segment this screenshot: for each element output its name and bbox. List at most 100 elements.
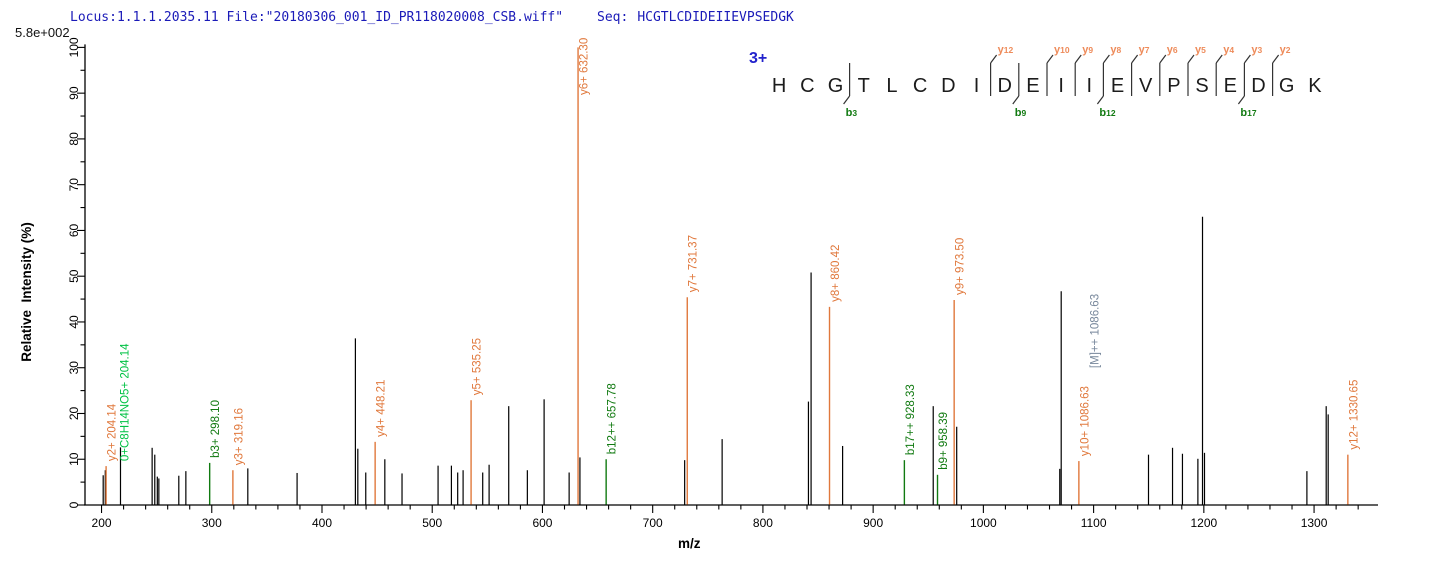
y-ion-tick: [1243, 54, 1251, 64]
y-ion-tick: [990, 54, 998, 64]
residue-letter: I: [974, 75, 980, 97]
y-ion-tick: [1272, 54, 1280, 64]
peak-annotations: y2+ 204.14 0+C8H14NO5+ 204.14 b3+ 298.10 y3…: [107, 38, 1361, 470]
peak-annotation: y6+ 632.30: [579, 38, 591, 95]
peak-annotation: y8+ 860.42: [830, 245, 842, 302]
residue-letter: C: [800, 75, 814, 97]
residue-letter: E: [1026, 75, 1039, 97]
residue-letter: G: [828, 75, 844, 97]
peak-annotation: y10+ 1086.63: [1079, 386, 1091, 456]
x-tick-label: 600: [532, 516, 552, 530]
peak-annotation: y5+ 535.25: [472, 338, 484, 395]
b-ion-tick: [1012, 95, 1020, 105]
residue-letter: T: [858, 75, 870, 97]
fragment-ion-label: y4: [1223, 44, 1234, 56]
fragment-ion-label: b9: [1015, 107, 1027, 119]
y-tick-label: 50: [67, 269, 81, 283]
b-ion-tick: [1237, 95, 1245, 105]
peak-annotation: y7+ 731.37: [688, 235, 700, 292]
peak-annotation: y3+ 319.16: [233, 408, 245, 465]
residue-letter: L: [886, 75, 897, 97]
y-tick-label: 70: [67, 178, 81, 192]
y-tick-label: 60: [67, 223, 81, 237]
fragment-ion-label: y6: [1167, 44, 1178, 56]
fragment-ion-label: y7: [1139, 44, 1150, 56]
residue-letter: I: [1058, 75, 1064, 97]
x-tick-label: 1300: [1301, 516, 1328, 530]
residue-letter: V: [1139, 75, 1153, 97]
fragment-ion-label: y12: [998, 44, 1014, 56]
y-ion-tick: [1215, 54, 1223, 64]
peak-annotation: b17++ 928.33: [905, 384, 917, 455]
y-tick-label: 40: [67, 315, 81, 329]
peak-annotation: y12+ 1330.65: [1348, 380, 1360, 450]
residue-letter: D: [997, 75, 1011, 97]
x-tick-label: 200: [92, 516, 112, 530]
axes: 200 300 400 500 600 700 800 900 1000 1100 1200 1300…: [67, 37, 1378, 530]
fragment-ion-label: b12: [1099, 107, 1115, 119]
residue-letter: P: [1167, 75, 1180, 97]
x-tick-label: 1000: [970, 516, 997, 530]
fragment-ion-label: y5: [1195, 44, 1206, 56]
spectrum-peaks: [102, 47, 1349, 505]
residue-letter: D: [941, 75, 955, 97]
x-tick-label: 900: [863, 516, 883, 530]
fragment-ion-label: y9: [1082, 44, 1093, 56]
peak-annotation: y4+ 448.21: [376, 380, 388, 437]
y-ion-tick: [1046, 54, 1054, 64]
x-tick-label: 1200: [1190, 516, 1217, 530]
header-sequence-text: Seq: HCGTLCDIDEIIEVPSEDGK: [597, 10, 794, 25]
seq-label: Seq:: [597, 10, 628, 25]
fragment-ion-label: y10: [1054, 44, 1070, 56]
seq-value: HCGTLCDIDEIIEVPSEDGK: [637, 10, 794, 25]
peak-annotation: y2+ 204.14: [107, 403, 119, 461]
x-tick-label: 700: [643, 516, 663, 530]
residue-letter: H: [772, 75, 786, 97]
b-ion-tick: [843, 95, 851, 105]
precursor-charge: 3+: [749, 50, 767, 67]
residue-letter: I: [1087, 75, 1093, 97]
y-tick-label: 20: [67, 406, 81, 420]
x-tick-label: 300: [202, 516, 222, 530]
peak-annotation: y9+ 973.50: [955, 238, 967, 295]
peak-annotation: 0+C8H14NO5+ 204.14: [120, 343, 132, 461]
y-tick-label: 80: [67, 132, 81, 146]
x-axis-title: m/z: [678, 536, 701, 551]
peak-annotation: b9+ 958.39: [938, 412, 950, 470]
y-tick-label: 90: [67, 86, 81, 100]
y-tick-label: 30: [67, 361, 81, 375]
y-ion-tick: [1159, 54, 1167, 64]
x-tick-label: 500: [422, 516, 442, 530]
peak-annotation: b12++ 657.78: [607, 383, 619, 454]
residue-letter: E: [1111, 75, 1124, 97]
base-peak-intensity: 5.8e+002: [15, 25, 70, 40]
y-tick-label: 10: [67, 452, 81, 466]
y-tick-label: 0: [67, 501, 81, 508]
fragment-ion-label: b17: [1240, 107, 1256, 119]
peak-annotation: [M]++ 1086.63: [1089, 294, 1101, 368]
residue-letter: E: [1224, 75, 1237, 97]
fragment-ion-label: b3: [846, 107, 858, 119]
y-axis-title: Relative Intensity (%): [19, 222, 34, 362]
residue-letter: S: [1195, 75, 1208, 97]
y-ion-tick: [1131, 54, 1139, 64]
y-ion-tick: [1074, 54, 1082, 64]
residue-letter: G: [1279, 75, 1295, 97]
y-ion-tick: [1187, 54, 1195, 64]
x-tick-label: 800: [753, 516, 773, 530]
residue-letter: D: [1251, 75, 1265, 97]
y-tick-label: 100: [67, 37, 81, 57]
b-ion-tick: [1096, 95, 1104, 105]
fragment-ion-label: y2: [1280, 44, 1291, 56]
residue-letter: C: [913, 75, 927, 97]
residue-letter: K: [1308, 75, 1322, 97]
x-tick-label: 400: [312, 516, 332, 530]
x-tick-label: 1100: [1081, 516, 1107, 530]
fragment-ion-label: y8: [1110, 44, 1121, 56]
peak-annotation: b3+ 298.10: [210, 400, 222, 458]
fragment-ion-label: y3: [1251, 44, 1262, 56]
y-ion-tick: [1102, 54, 1110, 64]
